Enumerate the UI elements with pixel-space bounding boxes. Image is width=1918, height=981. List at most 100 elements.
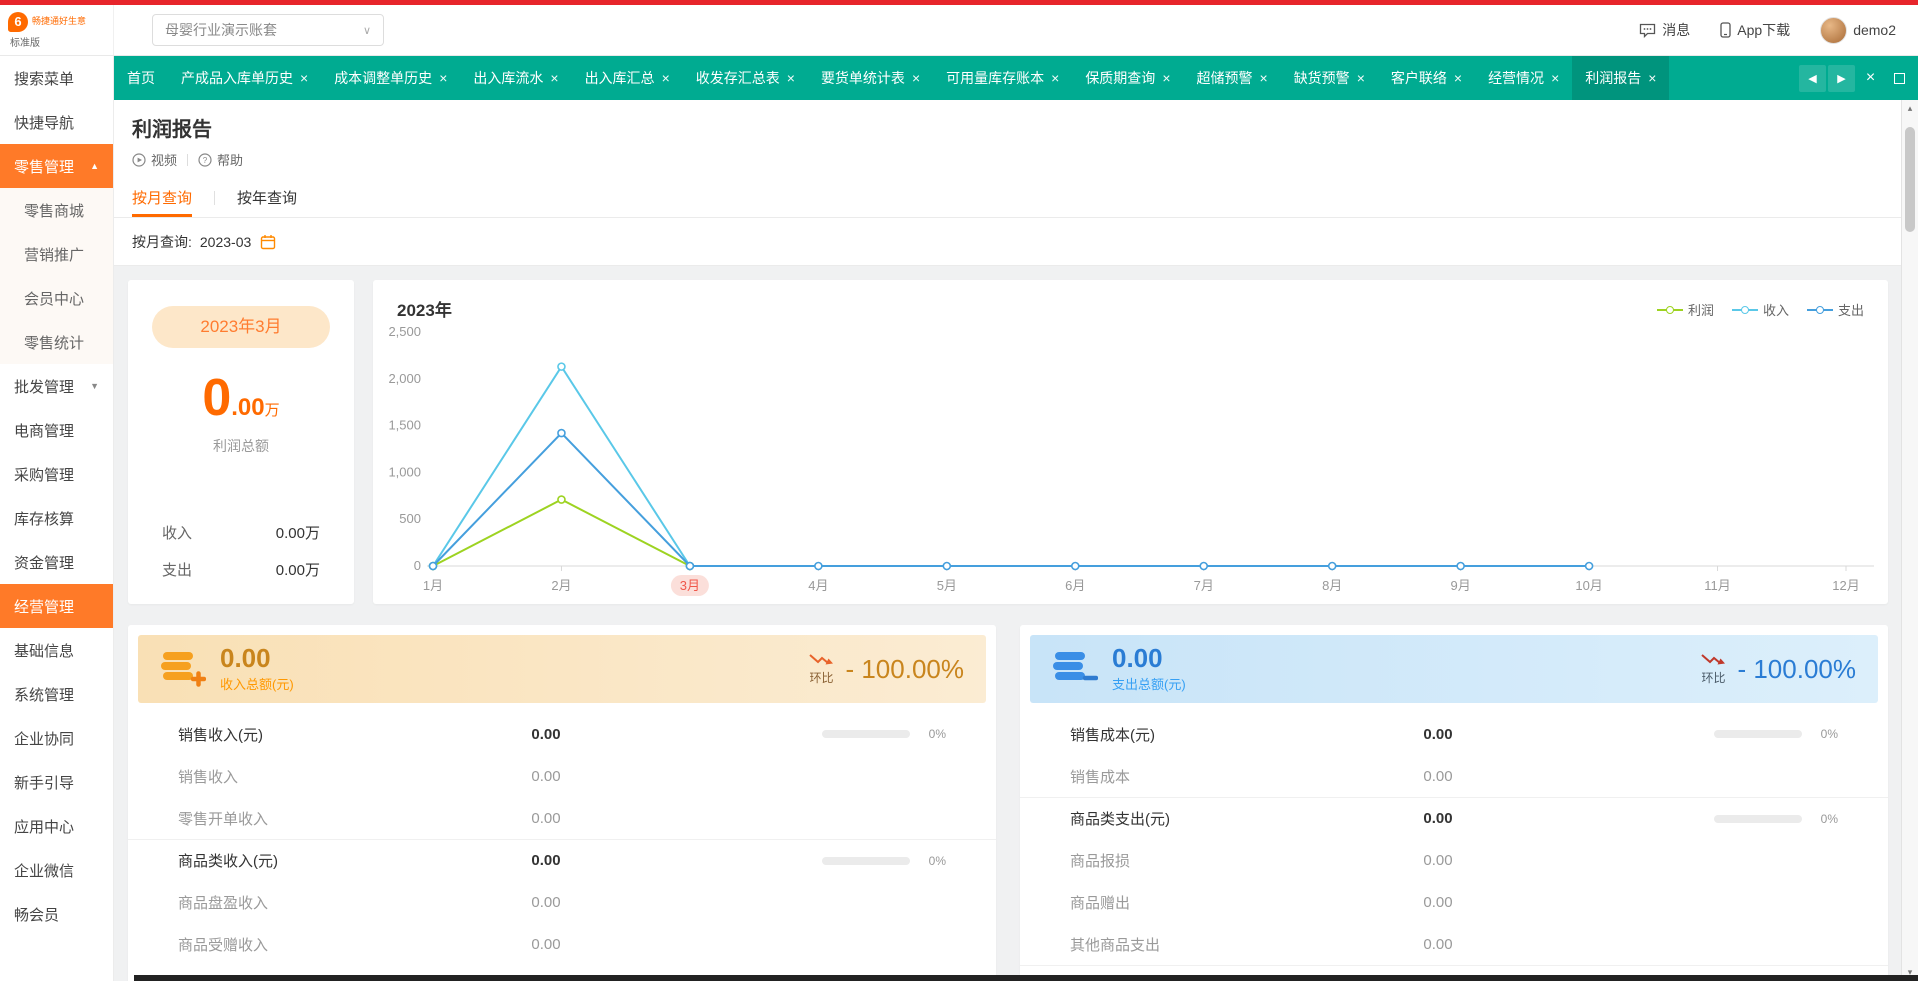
tab-close-icon[interactable]: ×	[1162, 70, 1171, 86]
profit-trend-chart-card: 2023年 利润 收入 支出 0 500 1,000 1,500 2,000 2,500 1月 2…	[373, 280, 1888, 604]
tab-close-icon[interactable]: ×	[439, 70, 448, 86]
sidebar-subitem[interactable]: 会员中心	[0, 276, 113, 320]
stat-row: 销售收入(元) 0.00 0%	[178, 725, 946, 744]
tab-item[interactable]: 出入库汇总 ×	[584, 70, 670, 86]
filter-label: 按月查询:	[132, 233, 192, 250]
tab-item[interactable]: 成本调整单历史 ×	[334, 70, 448, 86]
tab-close-icon[interactable]: ×	[300, 70, 309, 86]
trend-label: 环比	[809, 670, 834, 685]
tab-controls: ◀ ▶ ×	[1799, 56, 1918, 100]
tab-bar: 首页 产成品入库单历史 × 成本调整单历史 × 出入库流水 × 出入库汇总 × 收发存汇总表 × 要货…	[114, 56, 1918, 100]
tab-close-icon[interactable]: ×	[786, 70, 795, 86]
logo-title: 畅捷通好生意	[32, 15, 87, 26]
sidebar-item[interactable]: 应用中心	[14, 818, 75, 836]
sidebar-subitem[interactable]: 零售商城	[0, 188, 113, 232]
tab-item[interactable]: 产成品入库单历史 ×	[181, 70, 309, 86]
tab-close-icon[interactable]: ×	[1453, 70, 1463, 86]
chart-legend: 利润 收入 支出	[1639, 300, 1864, 320]
tab-item[interactable]: 利润报告 ×	[1572, 56, 1670, 100]
stat-row: 销售收入 0.00	[178, 767, 561, 786]
expense-coins-minus-icon	[1053, 652, 1098, 681]
sidebar-item[interactable]: 资金管理	[14, 554, 75, 572]
sidebar-subitem[interactable]: 零售统计	[0, 320, 113, 364]
tab-item[interactable]: 缺货预警 ×	[1293, 70, 1365, 86]
legend-item[interactable]: 利润	[1656, 300, 1714, 319]
tab-item[interactable]: 首页	[127, 70, 155, 86]
query-mode-tabs: 按月查询 按年查询	[114, 178, 1901, 218]
tab-item[interactable]: 保质期查询 ×	[1085, 70, 1171, 86]
svg-text:500: 500	[399, 511, 421, 526]
sidebar-item[interactable]: 零售管理 ▲	[0, 144, 113, 188]
tab-close-icon[interactable]: ×	[911, 70, 921, 86]
legend-marker-icon	[1656, 305, 1683, 315]
scrollbar-down-icon[interactable]: ▾	[1907, 967, 1913, 977]
help-link[interactable]: ? 帮助	[198, 150, 243, 169]
query-tab[interactable]: 按月查询	[132, 178, 193, 217]
legend-item[interactable]: 收入	[1731, 300, 1789, 319]
sidebar-item[interactable]: 企业协同	[14, 730, 75, 748]
chart-title: 2023年	[397, 301, 452, 320]
tab-close-icon[interactable]: ×	[1259, 70, 1268, 86]
progress-bar	[822, 730, 910, 738]
sidebar-menu: 搜索菜单快捷导航零售管理 ▲ 零售商城 营销推广 会员中心 零售统计批发管理 ▼ 电商管理采购…	[0, 56, 114, 981]
svg-text:10月: 10月	[1575, 578, 1602, 593]
tab-close-icon[interactable]: ×	[1648, 70, 1657, 86]
tab-item[interactable]: 可用量库存账本 ×	[946, 70, 1060, 86]
stat-row: 商品报损 0.00	[1070, 851, 1453, 870]
month-filter[interactable]: 按月查询: 2023-03	[114, 218, 1901, 266]
logo-icon: 6	[8, 11, 28, 32]
sidebar-item[interactable]: 库存核算	[14, 510, 75, 528]
sidebar-item[interactable]: 经营管理	[0, 584, 113, 628]
progress-bar	[1714, 730, 1802, 738]
video-link[interactable]: 视频	[132, 150, 177, 169]
tab-item[interactable]: 收发存汇总表 ×	[695, 70, 795, 86]
tab-item[interactable]: 要货单统计表 ×	[820, 70, 921, 86]
tabs-scroll-right-button[interactable]: ▶	[1828, 64, 1855, 92]
stat-row: 其他商品支出 0.00	[1070, 935, 1453, 954]
sidebar-item[interactable]: 电商管理	[14, 422, 75, 440]
tabs-close-all-button[interactable]: ×	[1865, 69, 1876, 86]
scrollbar-up-icon[interactable]: ▴	[1907, 103, 1913, 113]
tab-item[interactable]: 客户联络 ×	[1390, 70, 1463, 86]
trend-down-icon	[1701, 653, 1726, 664]
divider	[187, 153, 189, 166]
tab-close-icon[interactable]: ×	[1356, 70, 1365, 86]
sidebar-subitem[interactable]: 营销推广	[0, 232, 113, 276]
fullscreen-button[interactable]	[1886, 65, 1913, 92]
sidebar-item[interactable]: 基础信息	[14, 642, 75, 660]
tab-close-icon[interactable]: ×	[1051, 70, 1060, 86]
messages-button[interactable]: 消息	[1639, 20, 1690, 40]
sidebar-item[interactable]: 企业微信	[14, 862, 75, 880]
vertical-scrollbar[interactable]: ▴ ▾	[1901, 100, 1918, 981]
sidebar-item[interactable]: 搜索菜单	[14, 70, 75, 88]
play-circle-icon	[132, 152, 146, 167]
chevron-down-icon: ▼	[90, 381, 99, 391]
sidebar-item[interactable]: 新手引导	[14, 774, 75, 792]
tab-item[interactable]: 超储预警 ×	[1196, 70, 1268, 86]
tab-item[interactable]: 出入库流水 ×	[473, 70, 559, 86]
sidebar-item[interactable]: 采购管理	[14, 466, 75, 484]
profit-total-label: 利润总额	[213, 438, 269, 454]
app-download-button[interactable]: App下载	[1720, 20, 1790, 40]
legend-marker-icon	[1731, 305, 1758, 315]
sidebar-item[interactable]: 系统管理	[14, 686, 75, 704]
legend-item[interactable]: 支出	[1806, 300, 1864, 319]
sidebar-item[interactable]: 快捷导航	[14, 114, 75, 132]
tab-item[interactable]: 经营情况 ×	[1488, 70, 1560, 86]
tabs-scroll-left-button[interactable]: ◀	[1799, 64, 1826, 92]
user-menu[interactable]: demo2	[1820, 16, 1896, 44]
query-tab[interactable]: 按年查询	[237, 190, 298, 207]
tab-close-icon[interactable]: ×	[550, 70, 559, 86]
top-bar: 6 畅捷通好生意 标准版 母婴行业演示账套 ∨ 消息 App下载 demo2	[0, 5, 1918, 56]
svg-text:3月: 3月	[680, 578, 700, 593]
sidebar-item[interactable]: 批发管理 ▼	[14, 378, 99, 396]
sidebar-item[interactable]: 畅会员	[14, 906, 60, 924]
account-select[interactable]: 母婴行业演示账套 ∨	[152, 14, 384, 46]
scrollbar-thumb[interactable]	[1905, 127, 1915, 232]
calendar-icon[interactable]	[260, 234, 276, 250]
tab-close-icon[interactable]: ×	[661, 70, 670, 86]
profit-summary-card: 2023年3月 0.00万 利润总额 收入 0.00万 支出 0.00万	[128, 280, 354, 604]
income-rows: 销售收入(元) 0.00 0% 销售收入 0.00 零售开单收入 0.00 商品类收入(元) 0…	[128, 713, 996, 981]
tab-close-icon[interactable]: ×	[1551, 70, 1560, 86]
phone-icon	[1720, 22, 1731, 38]
